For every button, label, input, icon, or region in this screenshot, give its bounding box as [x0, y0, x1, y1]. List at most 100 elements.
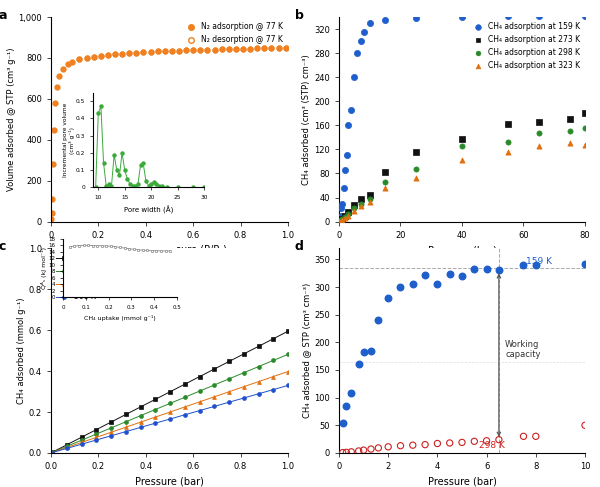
CH₄ adsorption at 298 K — [580, 125, 590, 132]
Point — [408, 441, 418, 449]
Text: Working
capacity: Working capacity — [505, 340, 541, 359]
Point — [383, 294, 393, 302]
N₂ adsorption @ 77 K — [49, 161, 56, 167]
CH₄ adsorption at 273 K — [503, 120, 513, 128]
Point — [338, 419, 347, 427]
Line: N₂ adsorption @ 77 K: N₂ adsorption @ 77 K — [49, 45, 288, 221]
N₂ desorption @ 77 K — [218, 46, 225, 52]
N₂ desorption @ 77 K — [254, 45, 261, 51]
278 K — [119, 413, 126, 419]
CH₄ adsorption at 159 K — [365, 19, 374, 27]
288 K — [104, 427, 111, 432]
CH₄ adsorption at 298 K — [343, 210, 353, 218]
N₂ adsorption @ 77 K — [49, 196, 56, 202]
X-axis label: Pressure (bar): Pressure (bar) — [428, 245, 496, 255]
CH₄ adsorption at 298 K — [534, 129, 544, 136]
CH₄ adsorption at 298 K — [337, 215, 347, 223]
N₂ adsorption @ 77 K — [104, 52, 112, 58]
N₂ adsorption @ 77 K — [119, 51, 126, 56]
N₂ adsorption @ 77 K — [90, 54, 97, 59]
Text: c: c — [0, 240, 6, 253]
Point — [531, 261, 541, 269]
N₂ desorption @ 77 K — [225, 46, 232, 52]
CH₄ adsorption at 323 K — [350, 207, 359, 215]
Point — [346, 448, 356, 456]
278 K — [284, 328, 292, 334]
N₂ adsorption @ 77 K — [282, 45, 289, 51]
Legend: N₂ adsorption @ 77 K, N₂ desorption @ 77 K: N₂ adsorption @ 77 K, N₂ desorption @ 77… — [182, 21, 284, 46]
CH₄ adsorption at 323 K — [411, 174, 421, 182]
N₂ desorption @ 77 K — [182, 47, 190, 53]
CH₄ adsorption at 273 K — [356, 195, 365, 203]
N₂ adsorption @ 77 K — [211, 47, 218, 53]
N₂ adsorption @ 77 K — [83, 55, 90, 61]
N₂ desorption @ 77 K — [175, 48, 182, 54]
Point — [341, 449, 351, 456]
Point — [445, 439, 455, 447]
N₂ adsorption @ 77 K — [161, 48, 169, 54]
278 K — [104, 421, 111, 427]
CH₄ adsorption at 323 K — [534, 143, 544, 150]
CH₄ adsorption at 323 K — [365, 198, 374, 206]
CH₄ adsorption at 298 K — [380, 179, 390, 187]
CH₄ adsorption at 159 K — [580, 12, 590, 20]
CH₄ adsorption at 273 K — [350, 201, 359, 208]
CH₄ adsorption at 323 K — [503, 149, 513, 156]
N₂ desorption @ 77 K — [232, 46, 239, 52]
CH₄ adsorption at 159 K — [411, 14, 421, 22]
CH₄ adsorption at 159 K — [335, 217, 344, 225]
CH₄ adsorption at 323 K — [356, 202, 365, 210]
Point — [494, 266, 503, 274]
N₂ adsorption @ 77 K — [204, 47, 211, 53]
N₂ desorption @ 77 K — [90, 54, 97, 59]
N₂ desorption @ 77 K — [76, 56, 83, 62]
N₂ desorption @ 77 K — [119, 51, 126, 56]
N₂ desorption @ 77 K — [133, 50, 140, 56]
Point — [580, 260, 590, 268]
N₂ adsorption @ 77 K — [197, 47, 204, 53]
N₂ adsorption @ 77 K — [254, 45, 261, 51]
N₂ desorption @ 77 K — [83, 55, 90, 61]
CH₄ adsorption at 159 K — [339, 185, 349, 192]
N₂ adsorption @ 77 K — [48, 210, 55, 216]
CH₄ adsorption at 159 K — [335, 215, 345, 223]
N₂ adsorption @ 77 K — [190, 47, 197, 53]
CH₄ adsorption at 273 K — [335, 217, 344, 225]
X-axis label: Pressure (bar): Pressure (bar) — [428, 476, 496, 487]
N₂ desorption @ 77 K — [239, 46, 247, 52]
CH₄ adsorption at 159 K — [356, 37, 365, 45]
Y-axis label: Qᴬₛ (kJ mol⁻¹): Qᴬₛ (kJ mol⁻¹) — [41, 247, 47, 289]
CH₄ adsorption at 273 K — [457, 135, 467, 143]
N₂ adsorption @ 77 K — [218, 46, 225, 52]
N₂ desorption @ 77 K — [268, 45, 275, 51]
Point — [408, 281, 418, 288]
Point — [457, 438, 467, 446]
Point — [359, 446, 368, 454]
N₂ desorption @ 77 K — [190, 47, 197, 53]
N₂ adsorption @ 77 K — [239, 46, 247, 52]
N₂ adsorption @ 77 K — [59, 66, 67, 72]
CH₄ adsorption at 159 K — [457, 13, 467, 21]
CH₄ adsorption at 159 K — [353, 49, 362, 57]
CH₄ adsorption at 298 K — [350, 205, 359, 212]
Legend: CH₄ adsorption at 159 K, CH₄ adsorption at 273 K, CH₄ adsorption at 298 K, CH₄ a: CH₄ adsorption at 159 K, CH₄ adsorption … — [469, 21, 581, 72]
CH₄ adsorption at 298 K — [340, 213, 350, 221]
308 K — [119, 430, 126, 435]
CH₄ adsorption at 159 K — [340, 167, 350, 174]
Line: 288 K: 288 K — [50, 353, 290, 454]
N₂ desorption @ 77 K — [168, 48, 175, 54]
288 K — [277, 355, 284, 360]
N₂ adsorption @ 77 K — [112, 51, 119, 57]
N₂ adsorption @ 77 K — [125, 50, 133, 56]
N₂ adsorption @ 77 K — [232, 46, 239, 52]
N₂ adsorption @ 77 K — [64, 61, 71, 67]
X-axis label: Pressure (bar): Pressure (bar) — [135, 476, 204, 487]
308 K — [251, 392, 259, 398]
CH₄ adsorption at 323 K — [565, 139, 574, 147]
CH₄ adsorption at 298 K — [365, 195, 374, 203]
CH₄ adsorption at 159 K — [346, 106, 356, 114]
N₂ adsorption @ 77 K — [268, 45, 275, 51]
Point — [420, 441, 430, 449]
Point — [383, 443, 393, 451]
Point — [457, 272, 467, 280]
